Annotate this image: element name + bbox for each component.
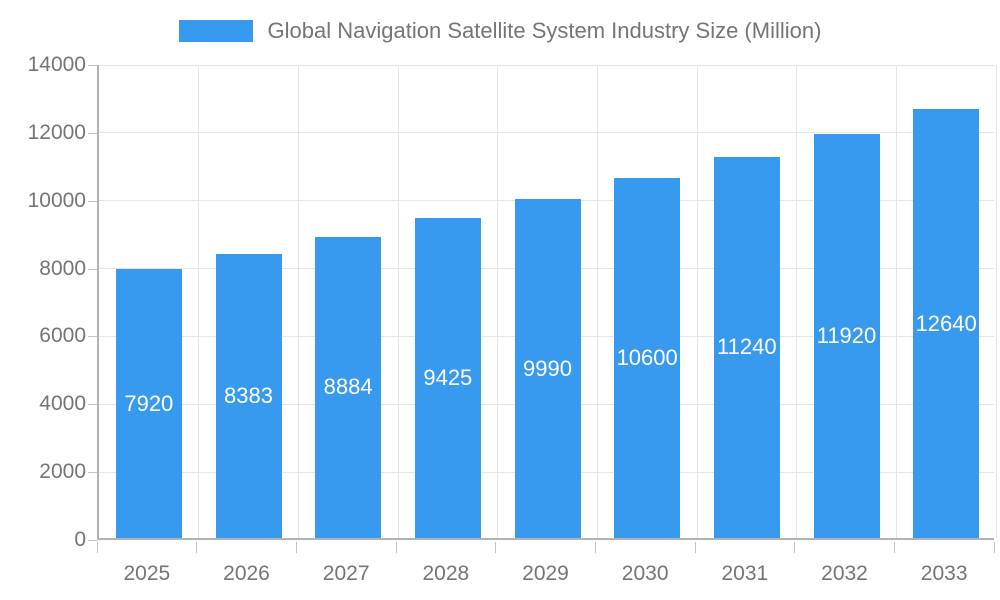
- bar-value-label: 7920: [124, 390, 174, 416]
- y-axis-label: 14000: [27, 53, 86, 76]
- y-axis-tick: [88, 336, 97, 338]
- x-axis-tick: [96, 542, 98, 553]
- y-axis-label: 2000: [39, 460, 86, 484]
- x-axis-tick: [794, 542, 796, 553]
- y-axis-tick: [88, 200, 97, 202]
- v-gridline: [297, 65, 299, 538]
- x-axis-label: 2025: [123, 562, 171, 585]
- bar-2033[interactable]: 12640: [913, 109, 980, 538]
- y-axis-tick: [88, 472, 97, 474]
- bar-2028[interactable]: 9425: [414, 218, 481, 538]
- x-axis-label: 2033: [920, 562, 968, 585]
- bar-value-label: 11920: [816, 322, 877, 348]
- v-gridline: [796, 65, 798, 538]
- x-axis-label: 2026: [223, 562, 270, 585]
- legend[interactable]: Global Navigation Satellite System Indus…: [0, 18, 1000, 44]
- bar-value-label: 8884: [323, 374, 373, 400]
- y-axis-label: 8000: [39, 256, 86, 280]
- h-gridline: [99, 64, 994, 66]
- bar-2029[interactable]: 9990: [514, 199, 581, 538]
- x-axis-tick: [495, 542, 497, 553]
- x-axis-label: 2032: [821, 562, 868, 585]
- bar-2031[interactable]: 11240: [713, 156, 780, 538]
- bar-2027[interactable]: 8884: [315, 236, 382, 538]
- v-gridline: [995, 65, 997, 538]
- bar-2025[interactable]: 7920: [115, 269, 182, 538]
- x-axis-label: 2030: [621, 562, 669, 585]
- legend-label: Global Navigation Satellite System Indus…: [267, 18, 822, 43]
- y-axis-tick: [88, 540, 97, 541]
- plot-area: 7920 8383 8884 9425 9990 10600 11240 11920 12640: [97, 64, 997, 540]
- x-axis-tick: [295, 542, 297, 553]
- x-axis-label: 2029: [522, 562, 569, 585]
- x-axis-tick: [694, 542, 696, 553]
- v-gridline: [497, 65, 499, 538]
- y-axis-tick: [88, 268, 97, 270]
- bar-value-label: 8383: [224, 382, 273, 408]
- x-axis-label: 2028: [422, 562, 470, 585]
- y-axis-label: 0: [74, 528, 86, 551]
- v-gridline: [198, 65, 200, 538]
- h-gridline: [99, 132, 994, 134]
- x-axis-tick: [893, 542, 895, 553]
- x-axis-tick: [196, 542, 198, 553]
- y-axis-label: 4000: [39, 392, 86, 416]
- y-axis-label: 6000: [39, 324, 86, 348]
- y-axis-tick: [88, 132, 97, 134]
- x-axis-tick: [594, 542, 596, 553]
- y-axis-label: 10000: [27, 188, 86, 212]
- bar-value-label: 9990: [523, 355, 572, 381]
- bar-value-label: 9425: [423, 365, 473, 391]
- x-axis-label: 2031: [721, 562, 769, 585]
- y-axis-tick: [88, 65, 97, 66]
- v-gridline: [696, 65, 698, 538]
- v-gridline: [397, 65, 399, 538]
- bar-2026[interactable]: 8383: [215, 253, 282, 538]
- y-axis-label: 12000: [27, 120, 86, 144]
- y-axis-tick: [88, 404, 97, 406]
- v-gridline: [596, 65, 598, 538]
- x-axis-tick: [993, 542, 995, 553]
- bar-value-label: 10600: [616, 345, 678, 371]
- x-axis-label: 2027: [322, 562, 370, 585]
- v-gridline: [895, 65, 897, 538]
- x-axis-tick: [395, 542, 397, 553]
- bar-2032[interactable]: 11920: [813, 133, 880, 538]
- legend-swatch[interactable]: [178, 20, 253, 42]
- bar-value-label: 12640: [915, 310, 977, 336]
- bar-2030[interactable]: 10600: [614, 178, 681, 538]
- bar-value-label: 11240: [717, 334, 777, 360]
